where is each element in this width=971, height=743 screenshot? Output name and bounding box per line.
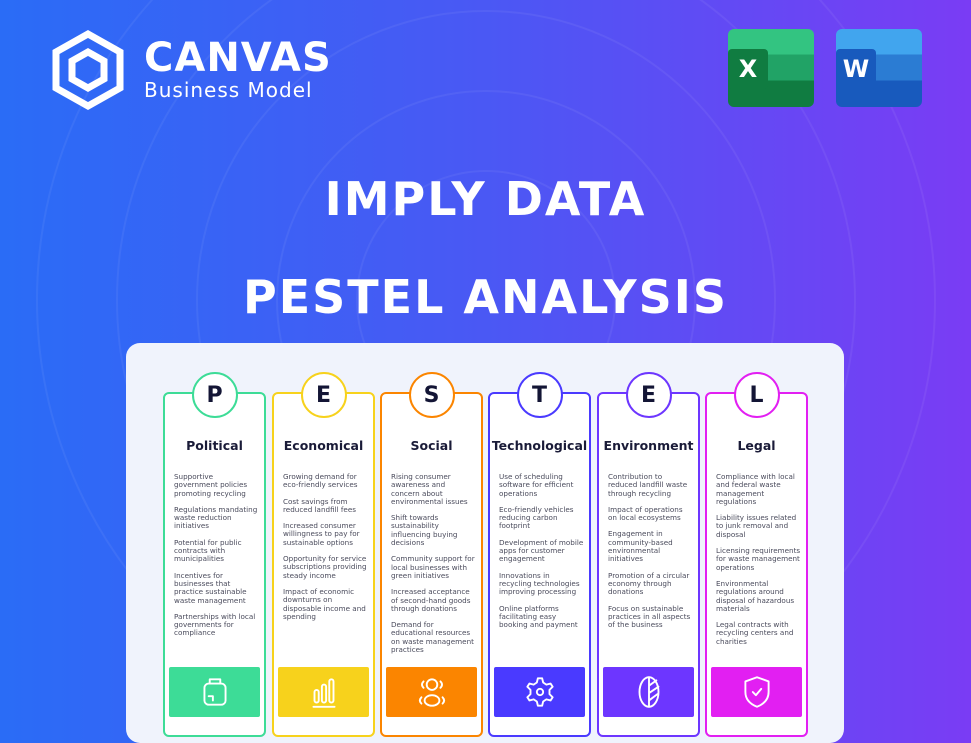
list-item: Opportunity for service subscriptions pr… xyxy=(283,554,367,580)
card-title: Social xyxy=(410,438,453,453)
card-title: Environment xyxy=(603,438,694,453)
item-list: Growing demand for eco-friendly services… xyxy=(283,472,368,629)
brand-tagline: Business Model xyxy=(144,78,313,102)
shield-check-icon xyxy=(743,676,770,708)
list-item: Contribution to reduced landfill waste t… xyxy=(608,472,688,498)
card-title: Technological xyxy=(491,438,588,453)
people-icon xyxy=(418,678,445,707)
card-icon-box xyxy=(386,667,477,717)
list-item: Licensing requirements for waste managem… xyxy=(716,546,801,572)
letter-badge: S xyxy=(408,372,455,418)
list-item: Community support for local businesses w… xyxy=(391,554,475,580)
item-list: Supportive government policies promoting… xyxy=(174,472,259,646)
list-item: Potential for public contracts with muni… xyxy=(174,537,242,564)
pestel-card-social: S Social Rising consumer awareness and co… xyxy=(380,372,483,737)
card-icon-box xyxy=(711,667,802,717)
pestel-card-political: P Political Supportive government policie… xyxy=(163,372,266,737)
card-title: Economical xyxy=(283,438,364,453)
list-item: Development of mobile apps for customer … xyxy=(499,537,584,564)
title-line-1: IMPLY DATA xyxy=(324,172,647,226)
card-icon-box xyxy=(169,667,260,717)
list-item: Environmental regulations around disposa… xyxy=(716,578,795,613)
list-item: Use of scheduling software for efficient… xyxy=(499,472,574,498)
list-item: Engagement in community-based environmen… xyxy=(608,529,673,564)
list-item: Promotion of a circular economy through … xyxy=(608,570,690,597)
card-icon-box xyxy=(278,667,369,717)
list-item: Online platforms facilitating easy booki… xyxy=(499,603,578,630)
list-item: Growing demand for eco-friendly services xyxy=(283,472,358,490)
pestel-card-environment: E Environment Contribution to reduced lan… xyxy=(597,372,700,737)
pestel-card-economical: E Economical Growing demand for eco-frien… xyxy=(272,372,375,737)
pestel-card-technological: T Technological Use of scheduling softwar… xyxy=(488,372,591,737)
gear-icon xyxy=(525,677,554,707)
list-item: Legal contracts with recycling centers a… xyxy=(716,620,794,646)
list-item: Increased acceptance of second-hand good… xyxy=(391,587,471,613)
leaf-icon xyxy=(638,676,659,708)
item-list: Rising consumer awareness and concern ab… xyxy=(391,472,476,662)
pestel-card-legal: L Legal Compliance with local and federal… xyxy=(705,372,808,737)
list-item: Cost savings from reduced landfill fees xyxy=(283,496,357,514)
card-icon-box xyxy=(494,667,585,717)
letter-badge: E xyxy=(625,372,672,418)
list-item: Demand for educational resources on wast… xyxy=(391,620,474,655)
card-icon-box xyxy=(603,667,694,717)
word-icon[interactable]: W xyxy=(836,29,922,107)
letter-badge: T xyxy=(516,372,563,418)
excel-letter: X xyxy=(728,49,768,89)
list-item: Liability issues related to junk removal… xyxy=(716,513,797,539)
list-item: Impact of economic downturns on disposab… xyxy=(283,586,366,621)
list-item: Shift towards sustainability influencing… xyxy=(391,513,458,548)
list-item: Incentives for businesses that practice … xyxy=(174,570,247,605)
word-letter: W xyxy=(836,49,876,89)
excel-icon[interactable]: X xyxy=(728,29,814,107)
briefcase-icon xyxy=(202,678,227,706)
card-title: Legal xyxy=(737,438,776,453)
list-item: Rising consumer awareness and concern ab… xyxy=(391,472,468,506)
letter-badge: E xyxy=(300,372,347,418)
brand-logo: CANVAS Business Model xyxy=(46,28,332,112)
list-item: Compliance with local and federal waste … xyxy=(716,472,795,506)
list-item: Eco-friendly vehicles reducing carbon fo… xyxy=(499,504,574,531)
logo-icon xyxy=(52,29,124,111)
item-list: Use of scheduling software for efficient… xyxy=(499,472,584,637)
letter-badge: L xyxy=(733,372,780,418)
title-line-2: PESTEL ANALYSIS xyxy=(243,270,728,324)
card-title: Political xyxy=(186,438,243,453)
list-item: Impact of operations on local ecosystems xyxy=(608,504,683,523)
list-item: Supportive government policies promoting… xyxy=(174,472,248,498)
brand-name: CANVAS xyxy=(144,35,332,81)
list-item: Partnerships with local governments for … xyxy=(174,611,256,638)
list-item: Innovations in recycling technologies im… xyxy=(499,570,580,597)
list-item: Increased consumer willingness to pay fo… xyxy=(283,521,360,547)
item-list: Contribution to reduced landfill waste t… xyxy=(608,472,693,637)
bar-chart-icon xyxy=(311,678,336,708)
item-list: Compliance with local and federal waste … xyxy=(716,472,801,654)
letter-badge: P xyxy=(191,372,238,418)
list-item: Focus on sustainable practices in all as… xyxy=(608,603,691,630)
list-item: Regulations mandating waste reduction in… xyxy=(174,504,258,531)
